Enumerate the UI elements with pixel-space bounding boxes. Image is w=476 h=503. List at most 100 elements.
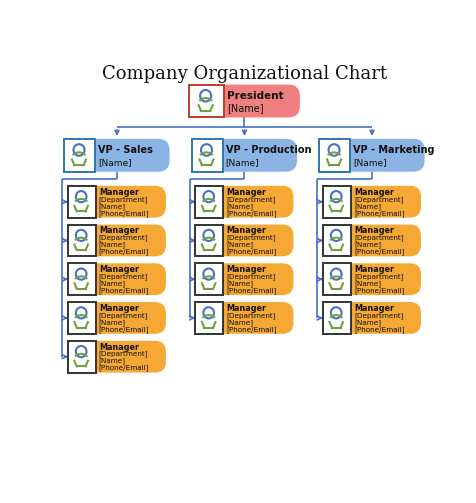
Circle shape [76, 230, 86, 241]
Text: [Phone/Email]: [Phone/Email] [226, 287, 276, 294]
Text: [Department]: [Department] [99, 312, 148, 319]
Text: [Phone/Email]: [Phone/Email] [99, 326, 149, 332]
FancyBboxPatch shape [82, 224, 166, 257]
Text: VP - Marketing: VP - Marketing [353, 145, 434, 155]
Text: Manager: Manager [353, 304, 393, 313]
Circle shape [76, 346, 86, 357]
FancyBboxPatch shape [80, 139, 169, 172]
Text: [Name]: [Name] [99, 241, 126, 248]
Circle shape [203, 191, 214, 202]
Text: [Name]: [Name] [99, 203, 126, 210]
Text: [Department]: [Department] [353, 312, 403, 319]
FancyBboxPatch shape [82, 263, 166, 295]
Text: Manager: Manager [99, 226, 139, 235]
FancyBboxPatch shape [337, 302, 420, 334]
FancyBboxPatch shape [335, 139, 424, 172]
Text: [Name]: [Name] [353, 241, 380, 248]
Text: [Name]: [Name] [99, 280, 126, 287]
Circle shape [330, 191, 341, 202]
FancyBboxPatch shape [322, 302, 350, 334]
Text: [Name]: [Name] [226, 280, 253, 287]
FancyBboxPatch shape [208, 139, 297, 172]
FancyBboxPatch shape [64, 139, 95, 172]
Text: [Name]: [Name] [226, 103, 263, 113]
FancyBboxPatch shape [337, 263, 420, 295]
Text: Manager: Manager [353, 188, 393, 197]
FancyBboxPatch shape [337, 186, 420, 218]
FancyBboxPatch shape [82, 341, 166, 373]
FancyBboxPatch shape [68, 263, 96, 295]
Text: [Department]: [Department] [99, 196, 148, 203]
Text: [Name]: [Name] [99, 358, 126, 365]
Text: [Department]: [Department] [226, 234, 275, 241]
Text: [Name]: [Name] [226, 241, 253, 248]
Text: [Phone/Email]: [Phone/Email] [353, 326, 404, 332]
FancyBboxPatch shape [322, 263, 350, 295]
Text: [Phone/Email]: [Phone/Email] [353, 210, 404, 216]
Circle shape [76, 191, 86, 202]
Text: [Phone/Email]: [Phone/Email] [99, 287, 149, 294]
Text: [Name]: [Name] [98, 158, 131, 167]
Text: [Department]: [Department] [99, 351, 148, 358]
Text: [Phone/Email]: [Phone/Email] [226, 210, 276, 216]
Text: [Name]: [Name] [353, 280, 380, 287]
Text: Manager: Manager [353, 226, 393, 235]
Text: [Name]: [Name] [226, 319, 253, 326]
Text: [Department]: [Department] [226, 312, 275, 319]
Text: Company Organizational Chart: Company Organizational Chart [102, 65, 386, 83]
FancyBboxPatch shape [68, 302, 96, 334]
Circle shape [73, 144, 84, 156]
FancyBboxPatch shape [322, 224, 350, 257]
FancyBboxPatch shape [68, 224, 96, 257]
Text: Manager: Manager [99, 343, 139, 352]
Text: [Department]: [Department] [353, 196, 403, 203]
Circle shape [200, 90, 211, 102]
Text: [Name]: [Name] [353, 158, 386, 167]
Circle shape [330, 307, 341, 318]
FancyBboxPatch shape [68, 186, 96, 218]
FancyBboxPatch shape [318, 139, 349, 172]
Text: Manager: Manager [226, 226, 266, 235]
FancyBboxPatch shape [209, 263, 293, 295]
FancyBboxPatch shape [209, 302, 293, 334]
FancyBboxPatch shape [195, 302, 223, 334]
Text: Manager: Manager [353, 265, 393, 274]
Text: [Phone/Email]: [Phone/Email] [226, 326, 276, 332]
Circle shape [328, 144, 339, 156]
Text: [Department]: [Department] [353, 273, 403, 280]
Text: VP - Sales: VP - Sales [98, 145, 153, 155]
Circle shape [76, 307, 86, 318]
FancyBboxPatch shape [209, 224, 293, 257]
FancyBboxPatch shape [207, 85, 299, 118]
Text: [Phone/Email]: [Phone/Email] [99, 248, 149, 255]
Text: Manager: Manager [99, 188, 139, 197]
Circle shape [200, 144, 212, 156]
FancyBboxPatch shape [82, 302, 166, 334]
Circle shape [203, 307, 214, 318]
FancyBboxPatch shape [322, 186, 350, 218]
FancyBboxPatch shape [195, 263, 223, 295]
Text: Manager: Manager [226, 304, 266, 313]
Text: [Name]: [Name] [353, 203, 380, 210]
FancyBboxPatch shape [337, 224, 420, 257]
Text: [Phone/Email]: [Phone/Email] [99, 210, 149, 216]
Circle shape [330, 230, 341, 241]
FancyBboxPatch shape [195, 224, 223, 257]
Text: VP - Production: VP - Production [225, 145, 310, 155]
Text: Manager: Manager [99, 265, 139, 274]
Text: [Phone/Email]: [Phone/Email] [353, 248, 404, 255]
FancyBboxPatch shape [209, 186, 293, 218]
Text: [Name]: [Name] [99, 319, 126, 326]
Text: Manager: Manager [226, 265, 266, 274]
Text: [Department]: [Department] [226, 273, 275, 280]
FancyBboxPatch shape [68, 341, 96, 373]
Text: Manager: Manager [226, 188, 266, 197]
Text: Manager: Manager [99, 304, 139, 313]
Circle shape [203, 230, 214, 241]
Text: [Phone/Email]: [Phone/Email] [353, 287, 404, 294]
Text: [Department]: [Department] [99, 273, 148, 280]
FancyBboxPatch shape [191, 139, 222, 172]
FancyBboxPatch shape [188, 85, 223, 118]
Text: [Phone/Email]: [Phone/Email] [226, 248, 276, 255]
Text: [Name]: [Name] [353, 319, 380, 326]
